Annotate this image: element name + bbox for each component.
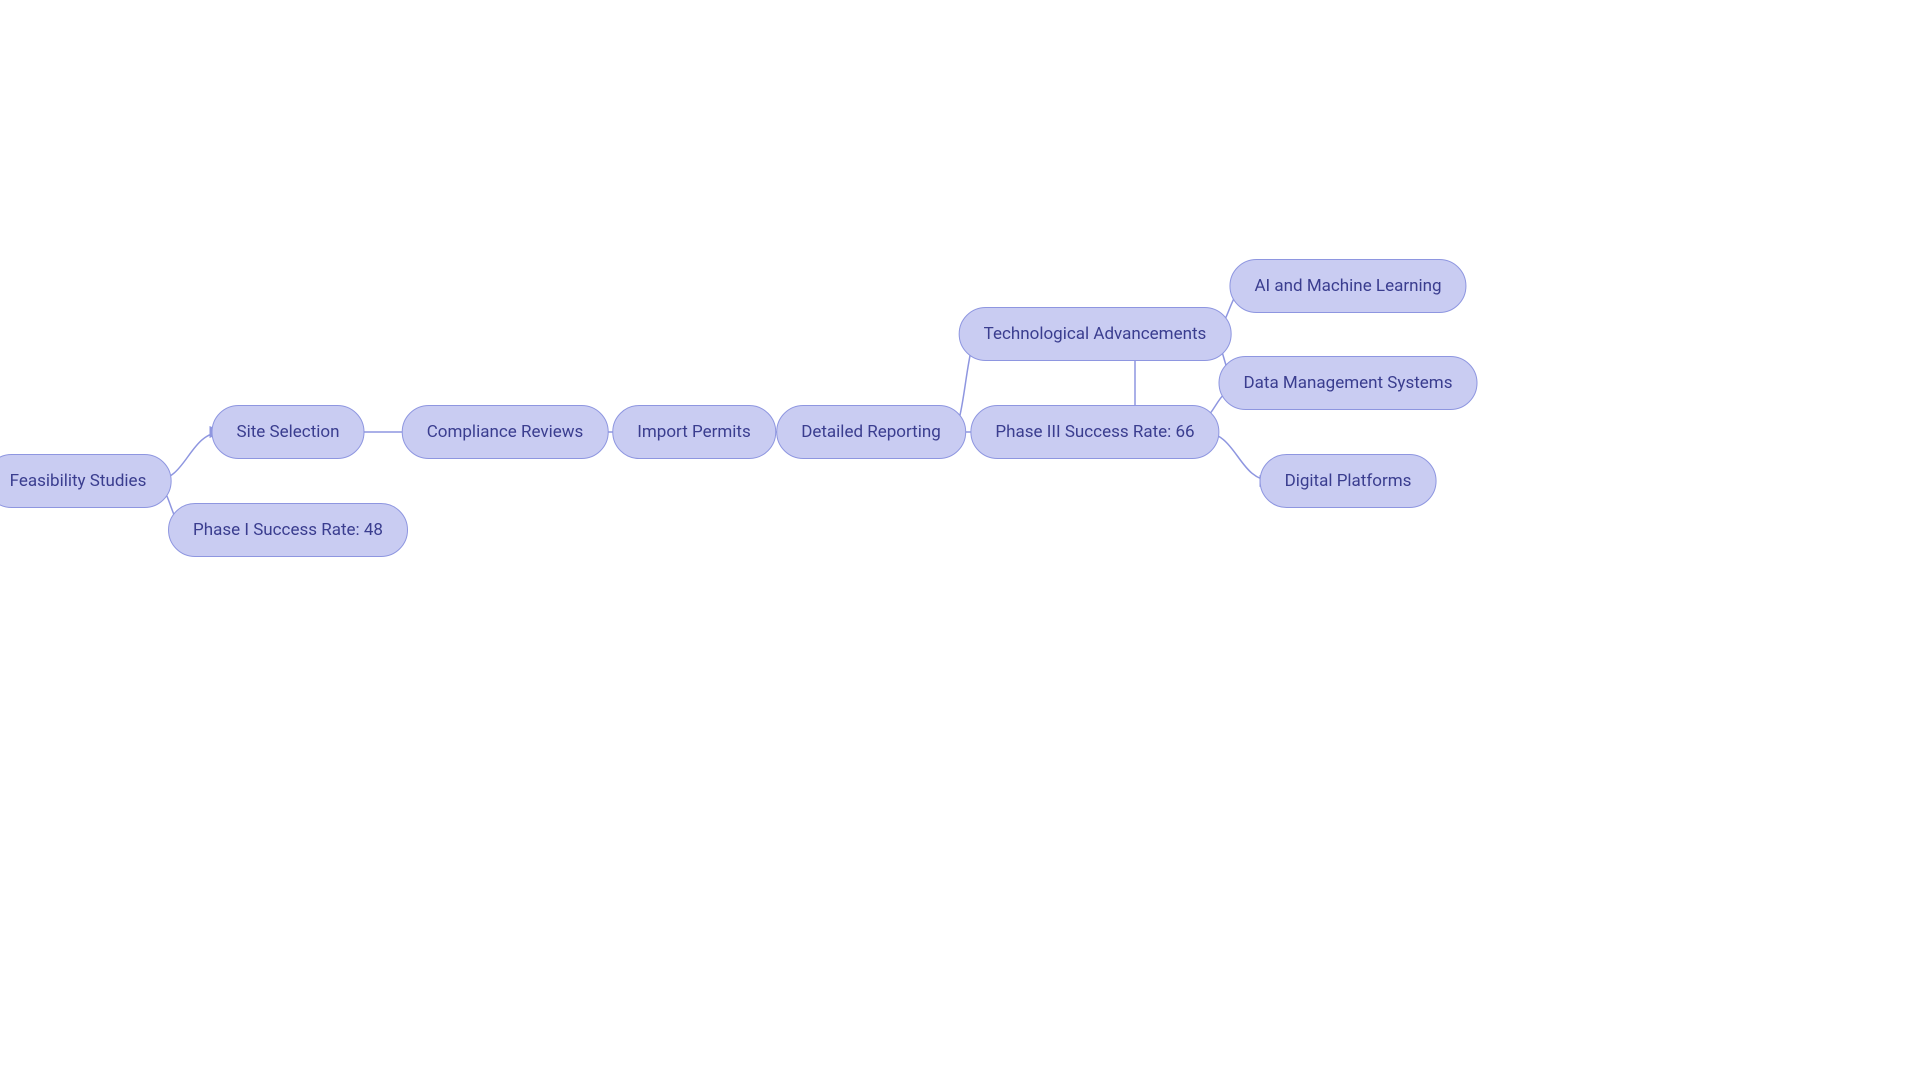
node-reporting: Detailed Reporting [776, 405, 966, 459]
node-compliance: Compliance Reviews [402, 405, 609, 459]
node-phase1: Phase I Success Rate: 48 [168, 503, 408, 557]
node-site: Site Selection [212, 405, 365, 459]
node-feasibility: Feasibility Studies [0, 454, 171, 508]
node-digital: Digital Platforms [1260, 454, 1437, 508]
node-phase3: Phase III Success Rate: 66 [970, 405, 1219, 459]
node-data: Data Management Systems [1219, 356, 1478, 410]
node-ai: AI and Machine Learning [1229, 259, 1466, 313]
node-import: Import Permits [612, 405, 776, 459]
node-tech: Technological Advancements [959, 307, 1232, 361]
